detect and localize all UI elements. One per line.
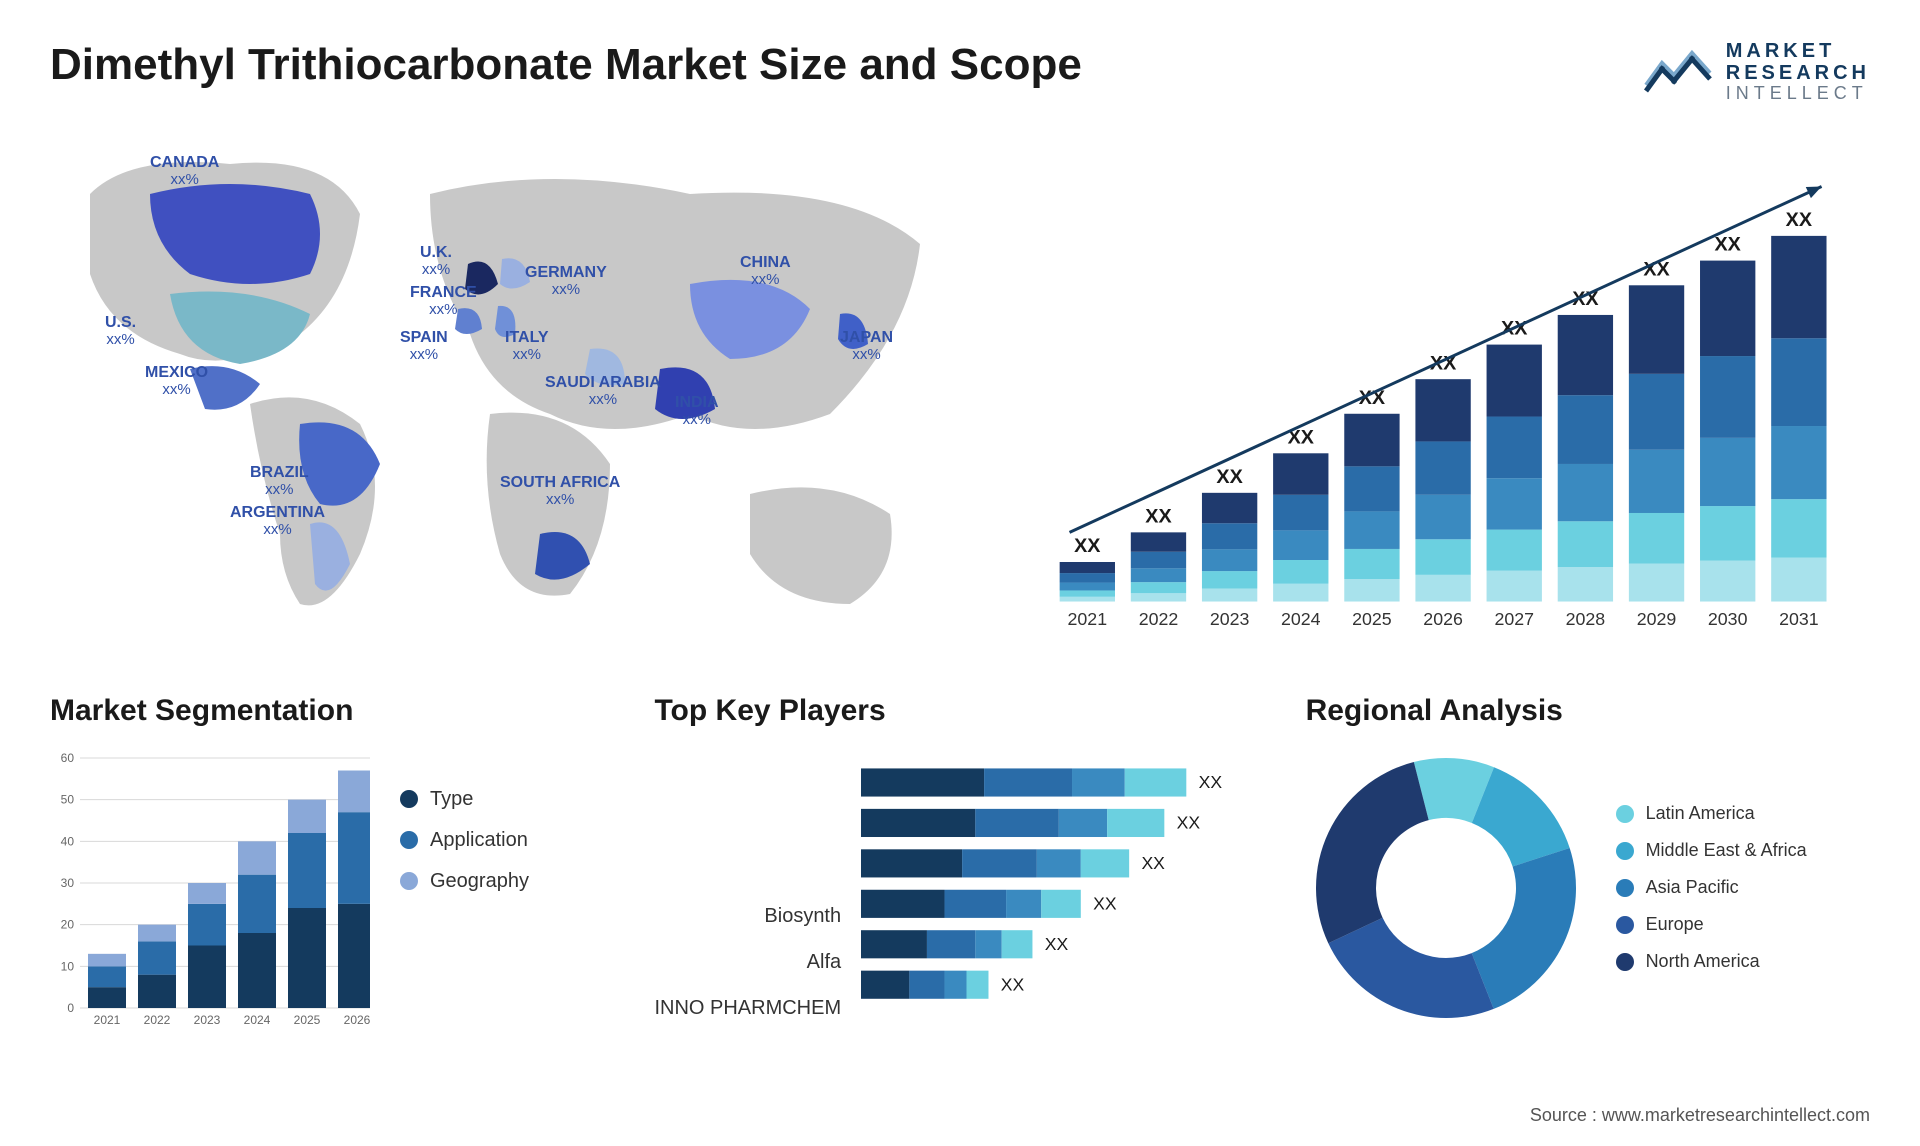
svg-text:2027: 2027 [1494, 609, 1534, 629]
legend-item: Middle East & Africa [1616, 840, 1807, 861]
player-label [654, 854, 841, 886]
legend-item: North America [1616, 951, 1807, 972]
players-panel: Top Key Players Biosynth Alfa INNO PHARMCH… [654, 694, 1265, 1028]
svg-text:2021: 2021 [94, 1013, 121, 1027]
map-country-label: JAPANxx% [840, 329, 893, 364]
legend-item: Application [400, 829, 529, 852]
segmentation-bar-chart: 0 10 20 30 40 50 60 2021 2022 2023 2024 2025 2026 [50, 748, 370, 1028]
growth-bar-chart: XX2021XX2022XX2023XX2024XX2025XX2026XX20… [1030, 134, 1870, 654]
map-country-label: SPAINxx% [400, 329, 448, 364]
regional-title: Regional Analysis [1306, 694, 1870, 728]
svg-text:XX: XX [1142, 853, 1166, 873]
map-country-label: GERMANYxx% [525, 264, 607, 299]
svg-text:60: 60 [61, 751, 75, 765]
segmentation-legend: Type Application Geography [400, 748, 529, 1028]
players-labels: Biosynth Alfa INNO PHARMCHEM [654, 748, 841, 1028]
map-country-label: INDIAxx% [675, 394, 719, 429]
svg-text:10: 10 [61, 959, 75, 973]
svg-text:XX: XX [1145, 505, 1171, 527]
svg-text:2021: 2021 [1068, 609, 1108, 629]
legend-item: Geography [400, 870, 529, 893]
players-bar-chart: XX XX XX XX XX XX [861, 748, 1265, 1028]
page-title: Dimethyl Trithiocarbonate Market Size an… [50, 40, 1082, 90]
svg-text:XX: XX [1074, 535, 1100, 557]
regional-panel: Regional Analysis Latin America Middle Ea… [1306, 694, 1870, 1028]
map-country-label: MEXICOxx% [145, 364, 208, 399]
svg-text:2023: 2023 [194, 1013, 221, 1027]
legend-item: Type [400, 788, 529, 811]
segmentation-panel: Market Segmentation 0 10 20 30 40 50 60 2021 202… [50, 694, 614, 1028]
svg-text:2026: 2026 [344, 1013, 370, 1027]
brand-logo: MARKET RESEARCH INTELLECT [1644, 40, 1870, 104]
regional-legend: Latin America Middle East & Africa Asia Pa… [1616, 803, 1807, 972]
svg-text:2029: 2029 [1637, 609, 1677, 629]
svg-text:XX: XX [1045, 934, 1069, 954]
legend-item: Latin America [1616, 803, 1807, 824]
svg-text:2026: 2026 [1423, 609, 1463, 629]
growth-chart-panel: XX2021XX2022XX2023XX2024XX2025XX2026XX20… [1030, 134, 1870, 654]
svg-text:XX: XX [1786, 209, 1812, 231]
svg-text:2025: 2025 [1352, 609, 1392, 629]
map-country-label: CHINAxx% [740, 254, 791, 289]
player-label: INNO PHARMCHEM [654, 992, 841, 1024]
svg-text:50: 50 [61, 792, 75, 806]
map-country-label: U.K.xx% [420, 244, 452, 279]
world-map-panel: CANADAxx% U.S.xx% MEXICOxx% BRAZILxx% ARGENT… [50, 134, 970, 654]
svg-text:2028: 2028 [1566, 609, 1606, 629]
svg-text:2030: 2030 [1708, 609, 1748, 629]
svg-text:40: 40 [61, 834, 75, 848]
svg-text:2031: 2031 [1779, 609, 1819, 629]
svg-text:2022: 2022 [1139, 609, 1179, 629]
svg-text:2023: 2023 [1210, 609, 1250, 629]
regional-donut-chart [1306, 748, 1586, 1028]
svg-text:2024: 2024 [1281, 609, 1321, 629]
svg-text:20: 20 [61, 917, 75, 931]
map-country-label: ITALYxx% [505, 329, 549, 364]
player-label [654, 762, 841, 794]
player-label: Alfa [654, 946, 841, 978]
map-country-label: SAUDI ARABIAxx% [545, 374, 661, 409]
svg-text:XX: XX [1715, 234, 1741, 256]
svg-text:XX: XX [1177, 812, 1201, 832]
svg-text:2022: 2022 [144, 1013, 171, 1027]
logo-text-3: INTELLECT [1726, 84, 1870, 104]
map-country-label: U.S.xx% [105, 314, 136, 349]
map-country-label: CANADAxx% [150, 154, 219, 189]
player-label [654, 808, 841, 840]
svg-text:XX: XX [1093, 893, 1117, 913]
svg-text:0: 0 [67, 1001, 74, 1015]
map-country-label: SOUTH AFRICAxx% [500, 474, 620, 509]
map-country-label: ARGENTINAxx% [230, 504, 325, 539]
svg-text:2024: 2024 [244, 1013, 271, 1027]
svg-text:XX: XX [1216, 466, 1242, 488]
logo-text-1: MARKET [1726, 40, 1870, 62]
logo-text-2: RESEARCH [1726, 62, 1870, 84]
svg-text:30: 30 [61, 876, 75, 890]
source-attribution: Source : www.marketresearchintellect.com [1530, 1105, 1870, 1126]
players-title: Top Key Players [654, 694, 1265, 728]
map-country-label: BRAZILxx% [250, 464, 309, 499]
svg-text:XX: XX [1199, 772, 1223, 792]
logo-icon [1644, 45, 1714, 98]
player-label: Biosynth [654, 900, 841, 932]
svg-text:2025: 2025 [294, 1013, 321, 1027]
segmentation-title: Market Segmentation [50, 694, 614, 728]
map-country-label: FRANCExx% [410, 284, 477, 319]
legend-item: Europe [1616, 914, 1807, 935]
legend-item: Asia Pacific [1616, 877, 1807, 898]
svg-text:XX: XX [1001, 974, 1025, 994]
